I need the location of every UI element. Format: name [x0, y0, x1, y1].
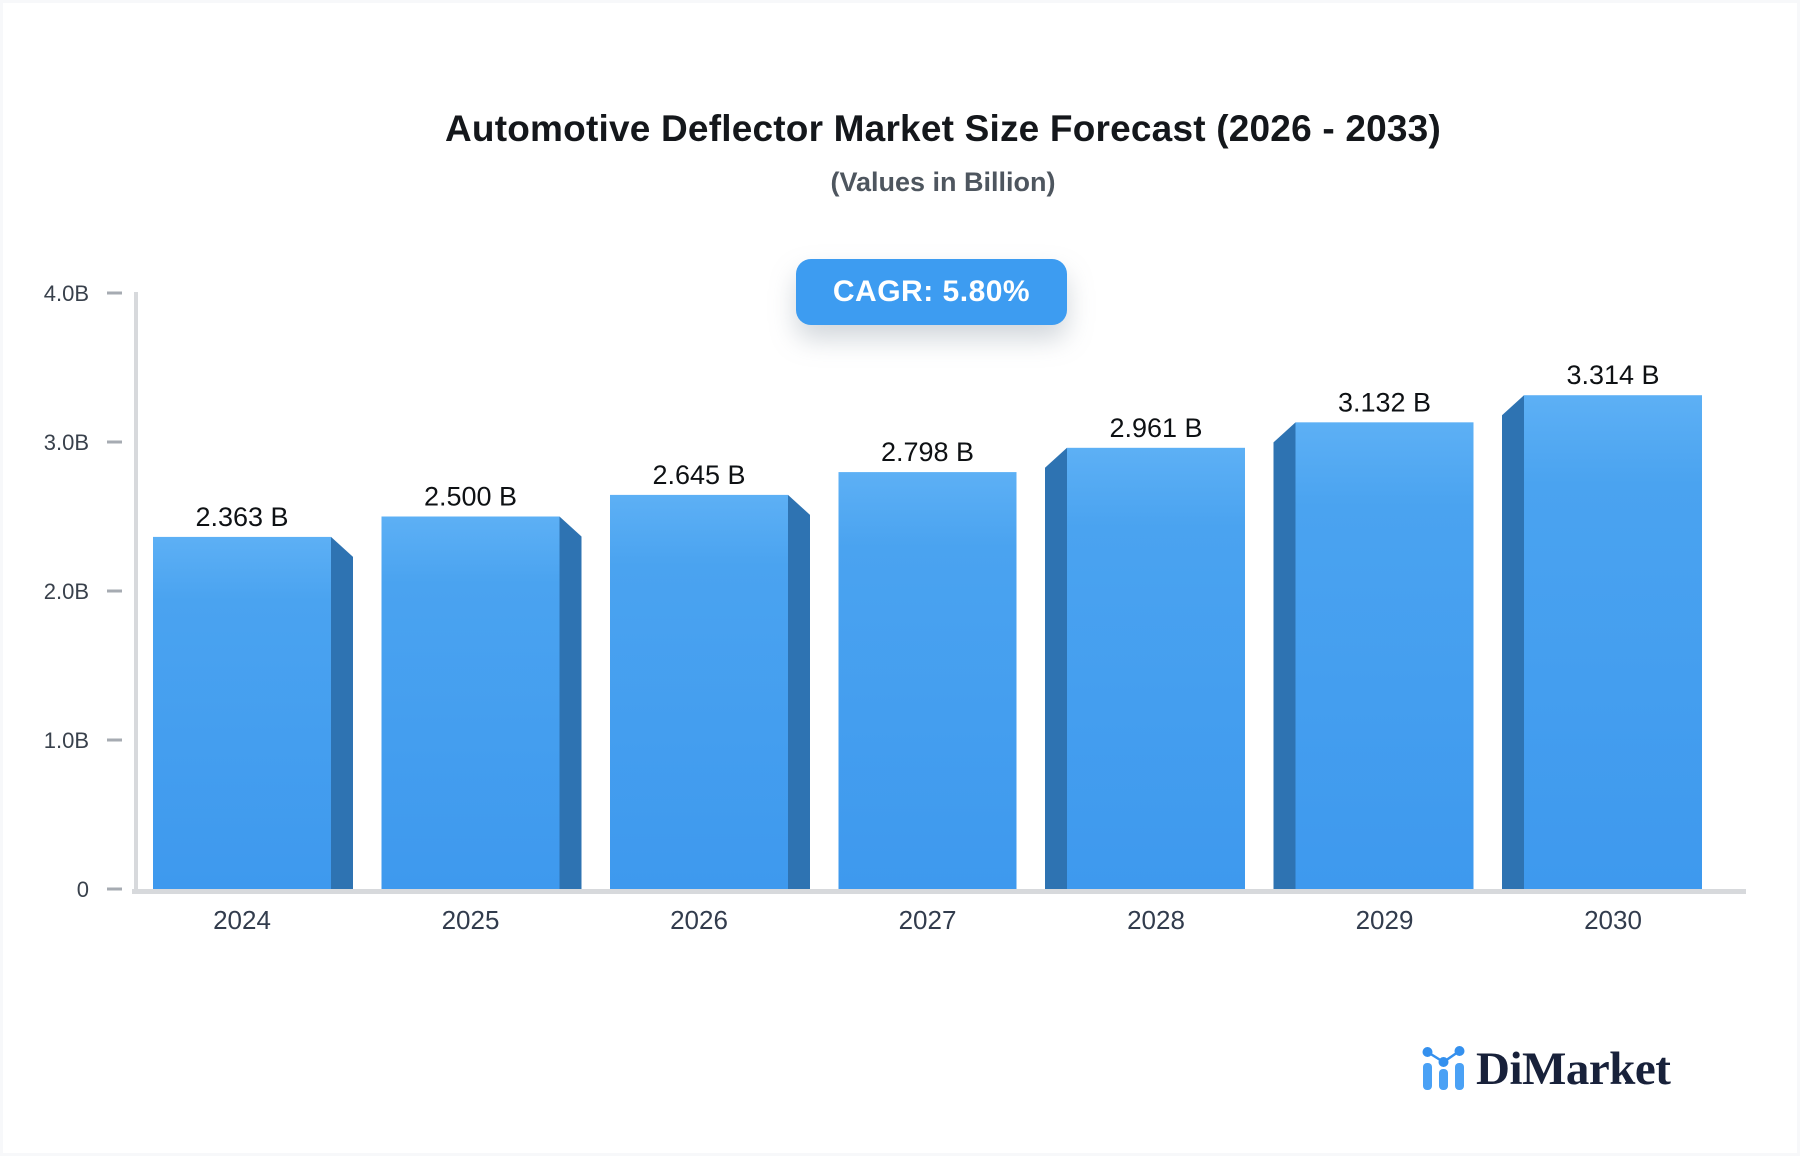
bar-chart-trend-icon	[1422, 1046, 1465, 1090]
chart-title: Automotive Deflector Market Size Forecas…	[445, 108, 1441, 149]
bar-2024	[153, 536, 331, 889]
x-category-label: 2029	[1356, 905, 1414, 935]
y-axis-tick-label: 3.0B	[44, 430, 89, 455]
bar-2030	[1524, 395, 1702, 889]
y-axis-tick	[107, 738, 122, 742]
x-axis-line	[132, 889, 1746, 894]
bar-2029	[1295, 422, 1474, 889]
bar-side-face	[788, 494, 810, 889]
x-category-label: 2025	[442, 905, 500, 935]
bar-chart-canvas: 0 1.0B 2.0B 3.0B 4.0B 2.363 B 2024 2.500 B 2025 2…	[44, 281, 1746, 935]
bar-2028	[1067, 447, 1245, 889]
y-axis-tick	[107, 589, 122, 593]
bar-value-label: 3.132 B	[1338, 387, 1431, 417]
y-axis-tick-label: 4.0B	[44, 281, 89, 306]
bar-side-face	[1045, 447, 1067, 889]
x-category-label: 2028	[1127, 905, 1185, 935]
x-category-label: 2027	[899, 905, 957, 935]
bar-value-label: 2.798 B	[881, 437, 974, 467]
bar-2027	[838, 472, 1017, 889]
bar-value-label: 3.314 B	[1566, 360, 1659, 390]
bar-2026	[610, 494, 788, 889]
bar-value-label: 2.961 B	[1109, 413, 1202, 443]
cagr-badge-label: CAGR: 5.80%	[832, 275, 1031, 308]
bar-2025	[381, 516, 560, 889]
dimarket-logo[interactable]: DiMarket	[1421, 1041, 1671, 1097]
chart-subtitle: (Values in Billion)	[830, 167, 1056, 197]
bar-side-face	[331, 536, 353, 889]
y-axis-tick	[107, 887, 122, 891]
y-axis-tick	[107, 291, 122, 295]
bar-side-face	[1273, 422, 1296, 889]
x-category-label: 2026	[670, 905, 728, 935]
x-category-label: 2030	[1584, 905, 1642, 935]
bar-value-label: 2.645 B	[652, 460, 745, 490]
bar-side-face	[1502, 395, 1524, 889]
bar-value-label: 2.363 B	[195, 502, 288, 532]
x-category-label: 2024	[213, 905, 271, 935]
y-axis-tick	[107, 440, 122, 444]
y-axis-line	[134, 292, 138, 894]
y-axis-tick-label: 1.0B	[44, 728, 89, 753]
bar-side-face	[559, 516, 582, 889]
logo-text: DiMarket	[1476, 1043, 1671, 1095]
bar-value-label: 2.500 B	[424, 482, 517, 512]
y-axis-tick-label: 0	[77, 877, 89, 902]
cagr-badge: CAGR: 5.80%	[796, 259, 1067, 325]
y-axis-tick-label: 2.0B	[44, 579, 89, 604]
